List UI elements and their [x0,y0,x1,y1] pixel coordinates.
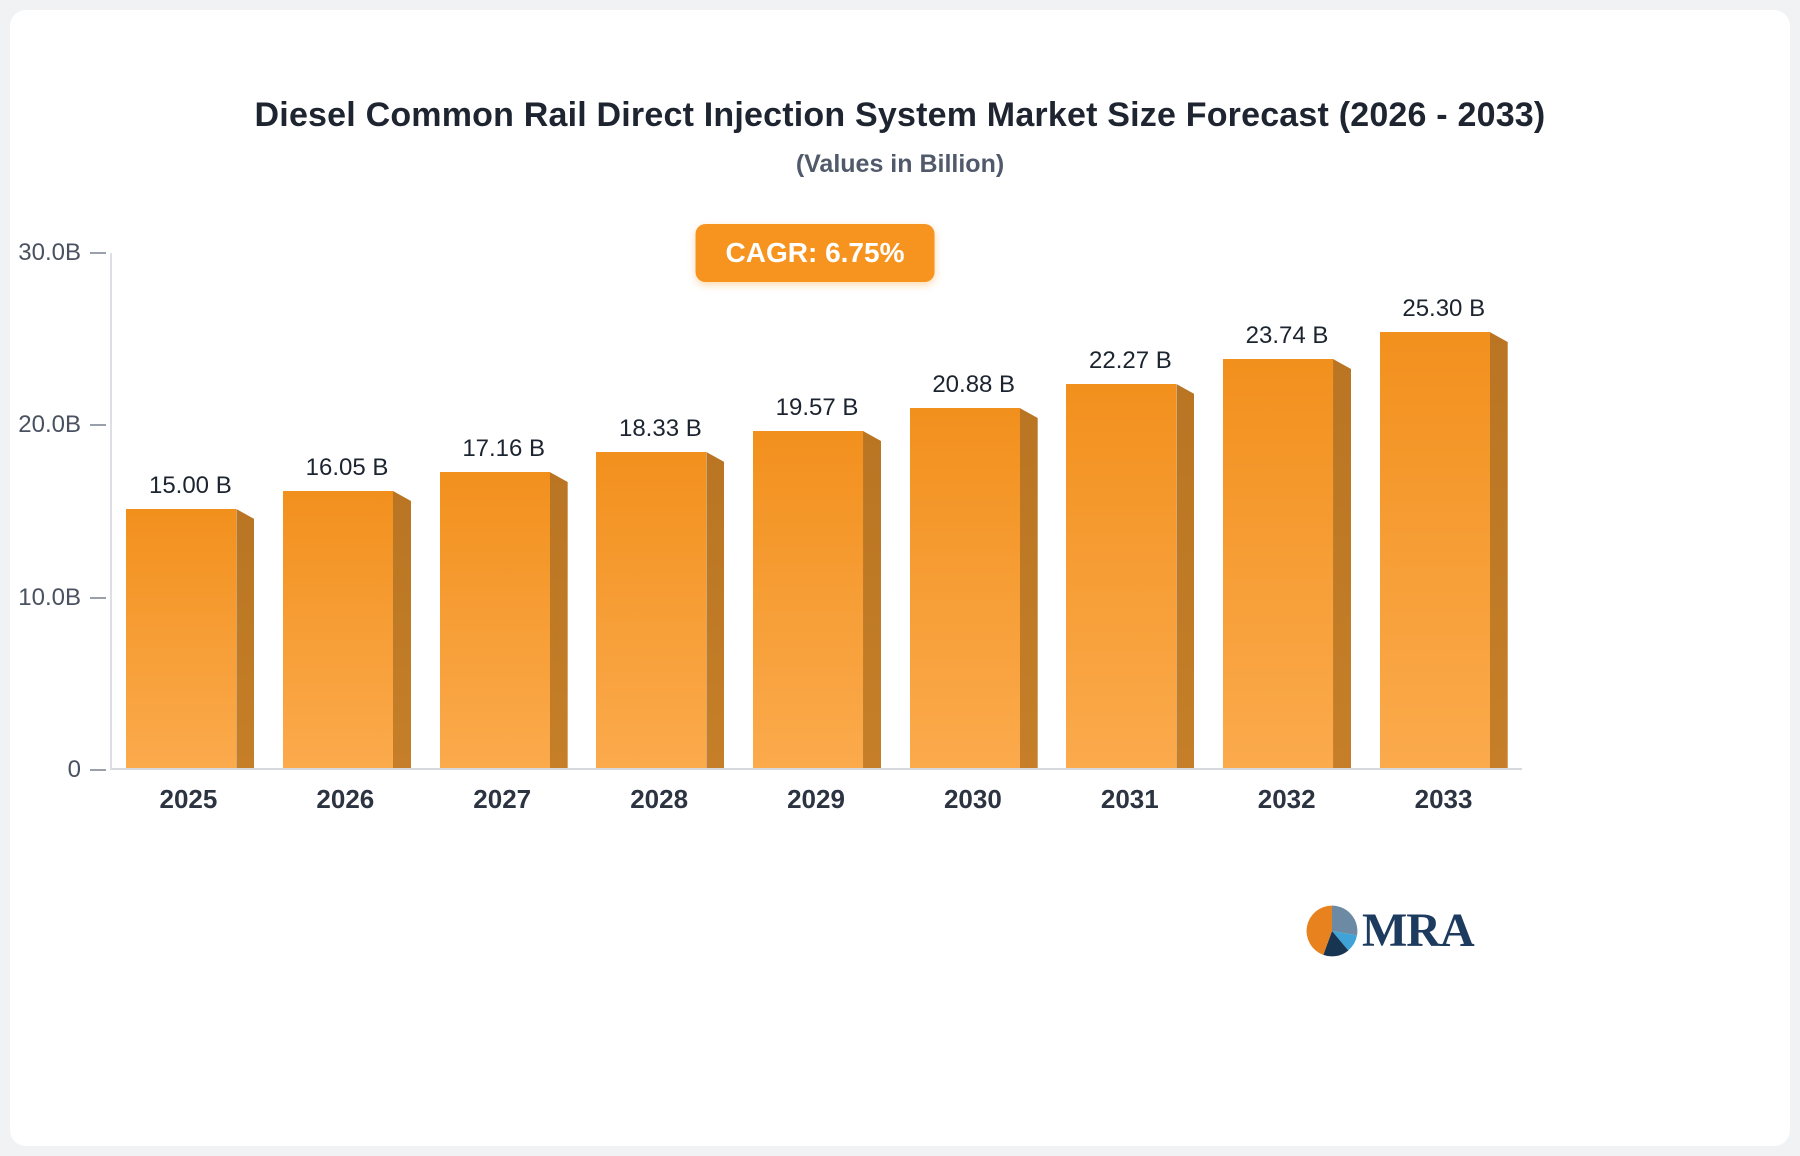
bar-2026[interactable] [283,491,411,768]
bar-slot: 20.88 B [895,253,1052,768]
bar-front-face [1379,332,1490,768]
y-axis: 30.0B 20.0B 10.0B 0 [10,239,110,783]
y-tick-label: 30.0B [18,239,81,266]
y-tick-10.0B: 10.0B [18,584,106,612]
plot-bars: 15.00 B 16.05 B 17.16 B 18.33 B 19.57 B 20.88… [112,253,1522,768]
y-tick-mark [90,596,106,599]
x-axis-labels: 2025 2026 2027 2028 2029 2030 2031 2032 2033 [110,784,1522,815]
brand-logo: MRA [1305,903,1475,958]
cagr-badge: CAGR: 6.75% [695,224,935,282]
y-tick-label: 0 [67,756,81,783]
bar-front-face [283,491,393,768]
bar-slot: 16.05 B [269,253,426,768]
bar-front-face [596,452,707,768]
bar-value-label: 18.33 B [618,415,702,442]
bar-value-label: 19.57 B [775,394,859,421]
y-tick-mark [90,769,106,771]
bar-slot: 18.33 B [582,253,739,768]
y-tick-20.0B: 20.0B [18,411,106,439]
bar-front-face [753,431,864,768]
bar-slot: 23.74 B [1209,253,1366,768]
bar-front-face [1066,384,1177,768]
bar-2027[interactable] [439,472,568,768]
bar-2028[interactable] [596,452,725,768]
bar-front-face [909,408,1020,768]
bar-value-label: 23.74 B [1245,322,1329,349]
bar-2025[interactable] [126,509,255,768]
bar-value-label: 20.88 B [932,371,1016,398]
bar-side-face [706,452,725,768]
y-tick-0: 0 [68,756,106,784]
bar-2031[interactable] [1066,384,1195,768]
x-axis-label-2030: 2030 [943,784,1002,814]
bar-value-label: 16.05 B [305,454,389,481]
bar-value-label: 15.00 B [148,472,232,499]
chart-title: Diesel Common Rail Direct Injection Syst… [254,96,1546,134]
bar-2030[interactable] [909,408,1038,768]
bar-side-face [236,509,255,768]
bar-front-face [126,509,237,768]
x-axis-label-2032: 2032 [1257,784,1316,814]
x-axis-label-2027: 2027 [473,784,532,814]
bar-value-label: 22.27 B [1089,347,1172,374]
logo-pie-icon [1306,905,1358,956]
y-tick-label: 10.0B [18,583,81,611]
chart-subtitle: (Values in Billion) [795,150,1005,178]
bar-2029[interactable] [753,431,882,768]
bar-side-face [1176,384,1195,768]
bar-slot: 17.16 B [425,253,582,768]
x-axis-label-2028: 2028 [630,784,689,814]
bar-side-face [393,491,411,768]
bar-side-face [1019,408,1038,768]
plot-area: 15.00 B 16.05 B 17.16 B 18.33 B 19.57 B 20.88… [110,253,1522,770]
bar-side-face [549,472,568,768]
bar-side-face [1333,359,1352,768]
x-axis-label-2031: 2031 [1100,784,1159,814]
x-axis-label-2026: 2026 [316,784,375,814]
y-tick-label: 20.0B [18,411,81,439]
bar-side-face [863,431,882,768]
y-tick-mark [90,424,106,427]
bar-slot: 19.57 B [739,253,896,768]
bar-front-face [439,472,550,768]
y-tick-30.0B: 30.0B [18,239,106,267]
bar-slot: 25.30 B [1365,253,1522,768]
bar-slot: 22.27 B [1052,253,1209,768]
x-axis-label-2029: 2029 [787,784,845,814]
y-tick-mark [90,252,106,254]
x-axis-label-2033: 2033 [1414,784,1473,814]
bar-2033[interactable] [1379,332,1508,768]
bar-value-label: 17.16 B [462,435,546,462]
x-axis-label-2025: 2025 [159,784,218,814]
bar-side-face [1489,332,1508,768]
logo-text: MRA [1362,904,1475,957]
bar-2032[interactable] [1223,359,1352,768]
bar-slot: 15.00 B [112,253,269,768]
bar-front-face [1223,359,1334,768]
bar-value-label: 25.30 B [1402,295,1486,322]
chart-card: Diesel Common Rail Direct Injection Syst… [10,10,1790,1146]
